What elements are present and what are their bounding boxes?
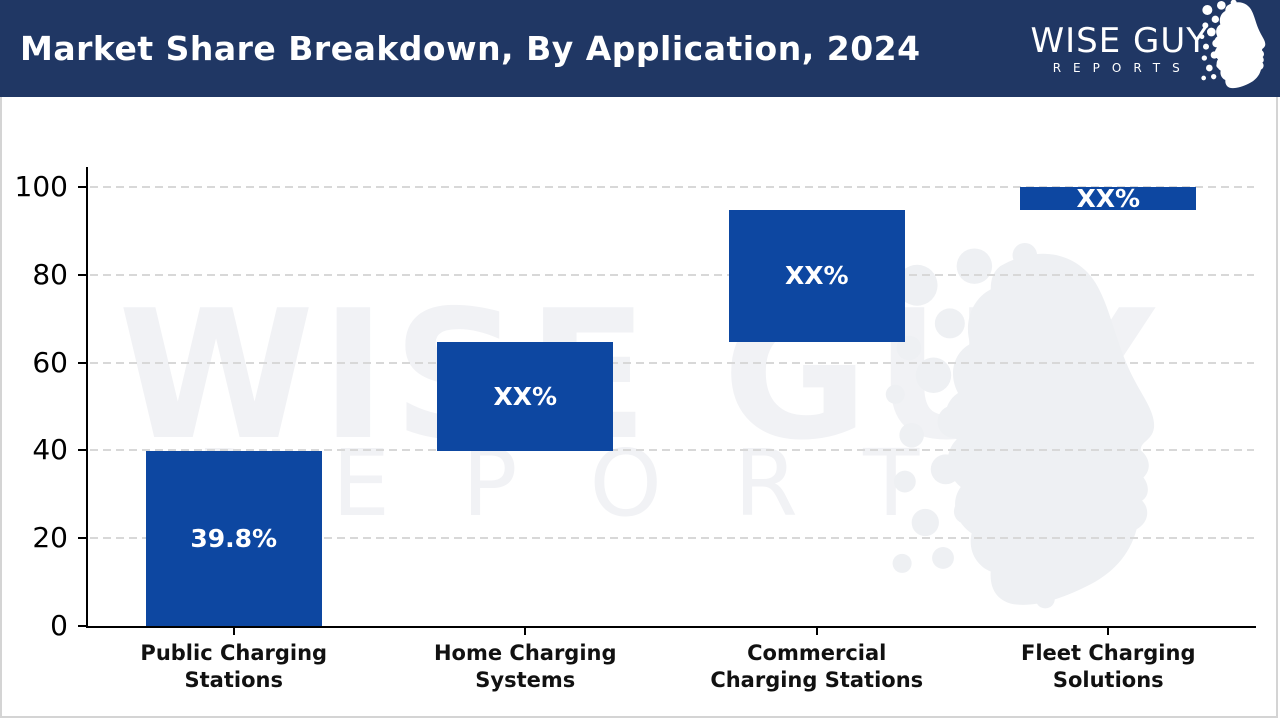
category-label-4: Fleet Charging Solutions: [1021, 641, 1196, 692]
wiseguy-reports-logo: WISE GUY REPORTS: [1030, 0, 1270, 97]
y-axis-tick-80: [78, 273, 86, 276]
gridline-60: [90, 361, 1254, 364]
y-axis-label-20: 20: [32, 521, 68, 555]
y-axis-tick-100: [78, 186, 86, 188]
logo-subname: REPORTS: [1052, 60, 1192, 75]
y-axis-label-100: 100: [14, 170, 68, 203]
y-axis-tick-60: [78, 361, 86, 364]
y-axis-tick-40: [78, 449, 86, 452]
category-label-1: Public Charging Stations: [140, 641, 328, 692]
wiseguy-head-watermark-icon: [885, 242, 1155, 609]
bar-segment-2: XX%: [437, 341, 614, 452]
gridline-20: [90, 537, 1254, 540]
bar-segment-3: XX%: [728, 209, 905, 342]
bar-segment-1: 39.8%: [145, 451, 322, 626]
gridline-100: [90, 186, 1254, 188]
y-axis-label-80: 80: [32, 257, 68, 291]
gridline-80: [90, 273, 1254, 276]
x-axis-tick-3: [815, 628, 818, 635]
bar-value-label: XX%: [493, 381, 558, 411]
logo-name: WISE GUY: [1030, 20, 1208, 61]
gridline-40: [90, 449, 1254, 452]
page-title: Market Share Breakdown, By Application, …: [20, 29, 921, 68]
y-axis-tick-20: [78, 537, 86, 540]
x-axis-line: [86, 626, 1256, 628]
category-label-2: Home Charging Systems: [433, 641, 617, 692]
bar-value-label: XX%: [784, 261, 849, 291]
category-label-3: Commercial Charging Stations: [710, 641, 924, 692]
bar-segment-4: XX%: [1020, 183, 1197, 213]
x-axis-tick-1: [232, 628, 235, 635]
y-axis-label-60: 60: [32, 345, 68, 379]
y-axis-label-0: 0: [50, 609, 68, 642]
logo-text: WISE GUY REPORTS: [1030, 23, 1208, 75]
y-axis-label-40: 40: [32, 433, 68, 467]
y-axis-line: [86, 167, 88, 628]
header-bar: Market Share Breakdown, By Application, …: [0, 0, 1280, 97]
y-axis-tick-0: [78, 625, 86, 627]
x-axis-tick-2: [524, 628, 527, 635]
bar-value-label: XX%: [1076, 183, 1141, 213]
bar-value-label: 39.8%: [190, 524, 278, 554]
x-axis-tick-4: [1107, 628, 1110, 635]
wiseguy-head-icon: [1199, 0, 1266, 88]
